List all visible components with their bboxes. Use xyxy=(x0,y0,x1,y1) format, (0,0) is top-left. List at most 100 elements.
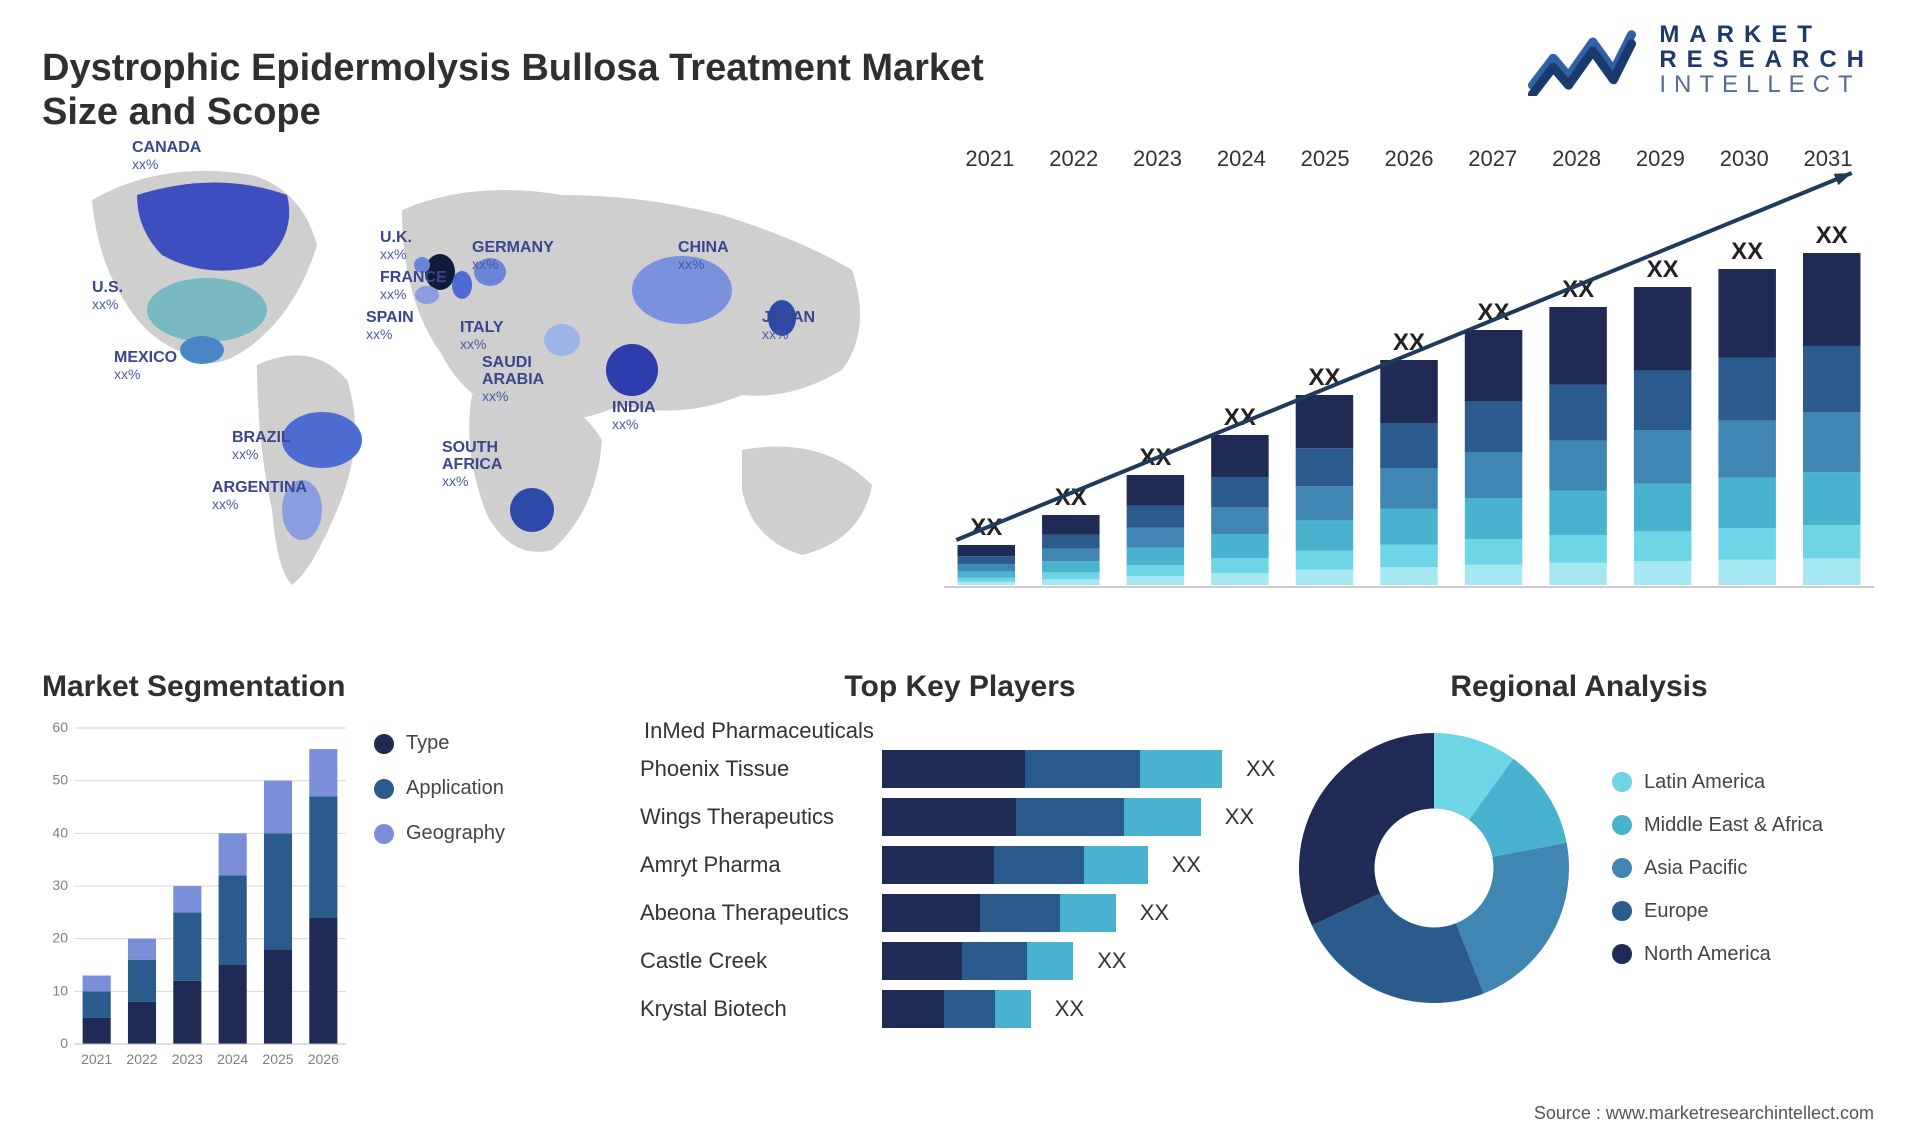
legend-dot xyxy=(374,824,394,844)
map-label-name: INDIA xyxy=(612,399,656,416)
key-player-bar xyxy=(882,750,1222,788)
regional-legend-item: North America xyxy=(1612,943,1823,966)
key-player-label: Castle Creek xyxy=(640,948,870,974)
regional-legend-item: Middle East & Africa xyxy=(1612,814,1823,837)
key-player-label: Krystal Biotech xyxy=(640,996,870,1022)
legend-label: Type xyxy=(406,732,449,755)
map-label: SOUTHAFRICAxx% xyxy=(442,440,502,488)
key-player-bar-seg xyxy=(1084,846,1148,884)
svg-text:60: 60 xyxy=(52,719,68,735)
legend-dot xyxy=(374,779,394,799)
regional-legend-item: Europe xyxy=(1612,900,1823,923)
regional-panel: Regional Analysis Latin America Middle Ea… xyxy=(1284,670,1874,1100)
map-label-name: SOUTH xyxy=(442,439,498,456)
key-player-row: Wings TherapeuticsXX xyxy=(640,798,1280,836)
svg-text:XX: XX xyxy=(1816,222,1848,249)
key-player-label: Amryt Pharma xyxy=(640,852,870,878)
logo-line3: INTELLECT xyxy=(1659,72,1874,97)
map-label-name: SPAIN xyxy=(366,309,414,326)
key-player-bar-seg xyxy=(994,846,1084,884)
key-player-bar-seg xyxy=(962,942,1027,980)
key-players-title: Top Key Players xyxy=(640,670,1280,704)
svg-text:2023: 2023 xyxy=(172,1051,203,1067)
key-player-bar-seg xyxy=(1140,750,1222,788)
growth-chart: XXXXXXXXXXXXXXXXXXXXXX xyxy=(944,140,1874,620)
key-player-bar-seg xyxy=(1025,750,1141,788)
map-label: JAPANxx% xyxy=(762,310,815,341)
map-label-name: U.S. xyxy=(92,279,123,296)
logo-text: MARKET RESEARCH INTELLECT xyxy=(1659,22,1874,98)
key-player-bar-seg xyxy=(995,990,1031,1028)
map-label-name: ARGENTINA xyxy=(212,479,307,496)
map-label: MEXICOxx% xyxy=(114,350,177,381)
world-map-panel: CANADAxx%U.S.xx%MEXICOxx%BRAZILxx%ARGENT… xyxy=(42,140,922,620)
key-player-row: Abeona Therapeutics XX xyxy=(640,894,1280,932)
map-label: BRAZILxx% xyxy=(232,430,291,461)
map-label-pct: xx% xyxy=(114,367,177,382)
key-player-bar xyxy=(882,990,1031,1028)
legend-label: Geography xyxy=(406,822,505,845)
regional-legend-item: Asia Pacific xyxy=(1612,857,1823,880)
svg-text:2026: 2026 xyxy=(308,1051,339,1067)
key-player-bar xyxy=(882,894,1116,932)
key-player-bar-seg xyxy=(1060,894,1116,932)
key-player-row: Amryt Pharma XX xyxy=(640,846,1280,884)
map-label-name: GERMANY xyxy=(472,239,554,256)
segmentation-legend-item: Type xyxy=(374,732,505,755)
segmentation-legend-item: Geography xyxy=(374,822,505,845)
legend-label: Asia Pacific xyxy=(1644,857,1747,880)
key-player-bar-seg xyxy=(1016,798,1124,836)
key-player-value: XX xyxy=(1172,852,1201,878)
key-player-row: Krystal Biotech XX xyxy=(640,990,1280,1028)
map-label: CHINAxx% xyxy=(678,240,729,271)
legend-label: Application xyxy=(406,777,504,800)
svg-text:2024: 2024 xyxy=(217,1051,248,1067)
regional-title: Regional Analysis xyxy=(1284,670,1874,704)
key-player-bar-seg xyxy=(882,846,994,884)
key-player-bar-seg xyxy=(882,750,1025,788)
key-player-bar-seg xyxy=(944,990,995,1028)
map-label-pct: xx% xyxy=(472,257,554,272)
map-label-name: AFRICA xyxy=(442,456,502,473)
key-player-bar xyxy=(882,798,1201,836)
key-player-bar-seg xyxy=(882,798,1016,836)
key-player-label: Wings Therapeutics xyxy=(640,804,870,830)
map-label-name: ITALY xyxy=(460,319,504,336)
legend-dot xyxy=(1612,944,1632,964)
map-label-name: CANADA xyxy=(132,139,201,156)
regional-donut xyxy=(1284,718,1584,1018)
legend-label: North America xyxy=(1644,943,1771,966)
segmentation-panel: Market Segmentation 01020304050602021202… xyxy=(42,670,602,1100)
segmentation-title: Market Segmentation xyxy=(42,670,602,704)
map-label: INDIAxx% xyxy=(612,400,656,431)
regional-legend-item: Latin America xyxy=(1612,771,1823,794)
legend-dot xyxy=(374,734,394,754)
legend-label: Europe xyxy=(1644,900,1709,923)
key-player-bar xyxy=(882,846,1148,884)
map-label-pct: xx% xyxy=(366,327,414,342)
key-player-value: XX xyxy=(1140,900,1169,926)
key-player-value: XX xyxy=(1097,948,1126,974)
svg-text:50: 50 xyxy=(52,772,68,788)
key-players-subhead: InMed Pharmaceuticals xyxy=(644,718,1280,744)
segmentation-legend: Type Application Geography xyxy=(374,718,505,1078)
key-player-row: Phoenix TissueXX xyxy=(640,750,1280,788)
map-label-pct: xx% xyxy=(380,247,412,262)
map-label-pct: xx% xyxy=(442,474,502,489)
map-label-pct: xx% xyxy=(380,287,447,302)
key-player-bar-seg xyxy=(1027,942,1073,980)
map-label: ARGENTINAxx% xyxy=(212,480,307,511)
logo-line1: MARKET xyxy=(1659,22,1874,47)
key-player-value: XX xyxy=(1055,996,1084,1022)
key-player-row: Castle Creek XX xyxy=(640,942,1280,980)
key-player-bar-seg xyxy=(980,894,1059,932)
key-player-bar-seg xyxy=(882,990,944,1028)
map-label-pct: xx% xyxy=(460,337,504,352)
map-label: SAUDIARABIAxx% xyxy=(482,355,544,403)
page-title: Dystrophic Epidermolysis Bullosa Treatme… xyxy=(42,47,1062,134)
map-label-pct: xx% xyxy=(92,297,123,312)
map-label-name: SAUDI xyxy=(482,354,532,371)
map-label-pct: xx% xyxy=(132,157,201,172)
key-player-label: Abeona Therapeutics xyxy=(640,900,870,926)
brand-logo: MARKET RESEARCH INTELLECT xyxy=(1527,22,1874,98)
